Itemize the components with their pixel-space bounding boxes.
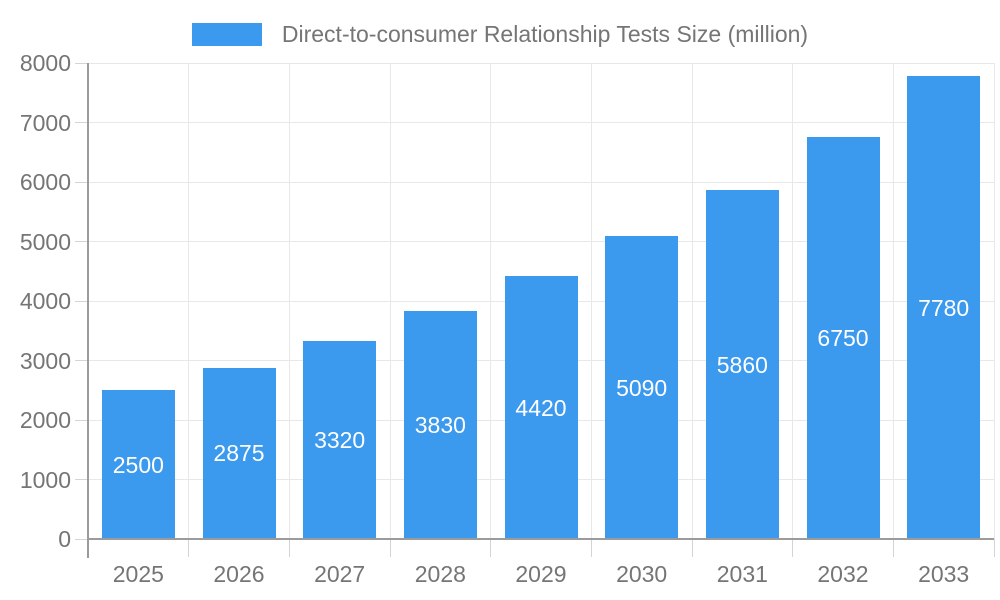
bar-value-label: 2875 — [213, 440, 265, 467]
y-axis-label: 1000 — [19, 466, 71, 493]
x-axis-label: 2028 — [414, 561, 466, 587]
y-axis-tick — [75, 419, 88, 421]
bar-value-label: 5860 — [716, 351, 768, 378]
x-axis-tick — [188, 539, 190, 557]
bar-value-label: 6750 — [817, 325, 869, 352]
v-gridline — [792, 63, 794, 539]
y-axis-label: 0 — [58, 526, 71, 552]
y-axis-label: 3000 — [19, 347, 71, 374]
plot-area: 2500 2875 3320 3830 4420 5090 5860 6750 7780 — [88, 62, 995, 539]
x-axis-tick — [792, 539, 794, 557]
bar-value-label: 3830 — [414, 412, 466, 439]
h-gridline — [88, 181, 994, 183]
x-axis-label: 2031 — [716, 561, 768, 587]
x-axis-tick — [892, 539, 894, 557]
x-axis-tick — [389, 539, 391, 557]
y-axis-tick — [75, 479, 88, 480]
y-axis-label: 7000 — [19, 109, 71, 136]
v-gridline — [490, 63, 492, 539]
bar-2032[interactable]: 6750 — [806, 137, 880, 539]
bar-value-label: 7780 — [918, 294, 970, 321]
x-axis-line — [88, 538, 994, 540]
h-gridline — [88, 241, 994, 242]
chart-legend[interactable]: Direct-to-consumer Relationship Tests Si… — [0, 21, 1000, 47]
x-axis-tick — [993, 539, 995, 557]
bar-2028[interactable]: 3830 — [403, 311, 477, 539]
bar-2027[interactable]: 3320 — [303, 341, 377, 539]
y-axis-label: 8000 — [19, 50, 71, 76]
y-axis-tick — [75, 122, 88, 123]
v-gridline — [188, 63, 190, 539]
h-gridline — [88, 122, 994, 123]
y-axis-tick — [75, 181, 88, 183]
v-gridline — [993, 63, 995, 539]
y-axis-tick — [75, 538, 88, 540]
x-axis-label: 2025 — [112, 561, 164, 587]
x-axis-label: 2033 — [918, 561, 970, 587]
legend-label: Direct-to-consumer Relationship Tests Si… — [281, 21, 809, 47]
bar-value-label: 3320 — [314, 427, 366, 454]
bar-2025[interactable]: 2500 — [101, 390, 175, 539]
bar-value-label: 4420 — [515, 394, 567, 421]
bar-2031[interactable]: 5860 — [705, 190, 779, 539]
x-axis-label: 2027 — [314, 561, 366, 587]
y-axis-label: 5000 — [19, 228, 71, 255]
bar-2026[interactable]: 2875 — [202, 367, 276, 539]
y-axis-label: 4000 — [19, 288, 71, 314]
bar-2033[interactable]: 7780 — [907, 76, 981, 539]
bar-value-label: 5090 — [616, 374, 668, 401]
v-gridline — [389, 63, 391, 539]
y-axis-line — [87, 63, 89, 558]
h-gridline — [88, 62, 994, 64]
v-gridline — [590, 63, 592, 539]
y-axis-tick — [75, 62, 88, 64]
x-axis-label: 2032 — [817, 561, 869, 587]
x-axis-tick — [288, 539, 290, 557]
bar-value-label: 2500 — [112, 451, 164, 478]
v-gridline — [892, 63, 894, 539]
y-axis-tick — [75, 300, 88, 302]
v-gridline — [288, 63, 290, 539]
y-axis-label: 2000 — [19, 407, 71, 433]
y-axis-tick — [75, 360, 88, 361]
legend-swatch-icon — [191, 22, 262, 46]
bar-2029[interactable]: 4420 — [504, 276, 578, 539]
bar-2030[interactable]: 5090 — [605, 236, 679, 539]
y-axis-tick — [75, 241, 88, 242]
v-gridline — [691, 63, 693, 539]
x-axis-tick — [691, 539, 693, 557]
x-axis-label: 2029 — [515, 561, 567, 587]
y-axis-label: 6000 — [19, 169, 71, 195]
x-axis-label: 2030 — [616, 561, 668, 587]
x-axis-tick — [590, 539, 592, 557]
x-axis-tick — [490, 539, 492, 557]
x-axis-label: 2026 — [213, 561, 265, 587]
